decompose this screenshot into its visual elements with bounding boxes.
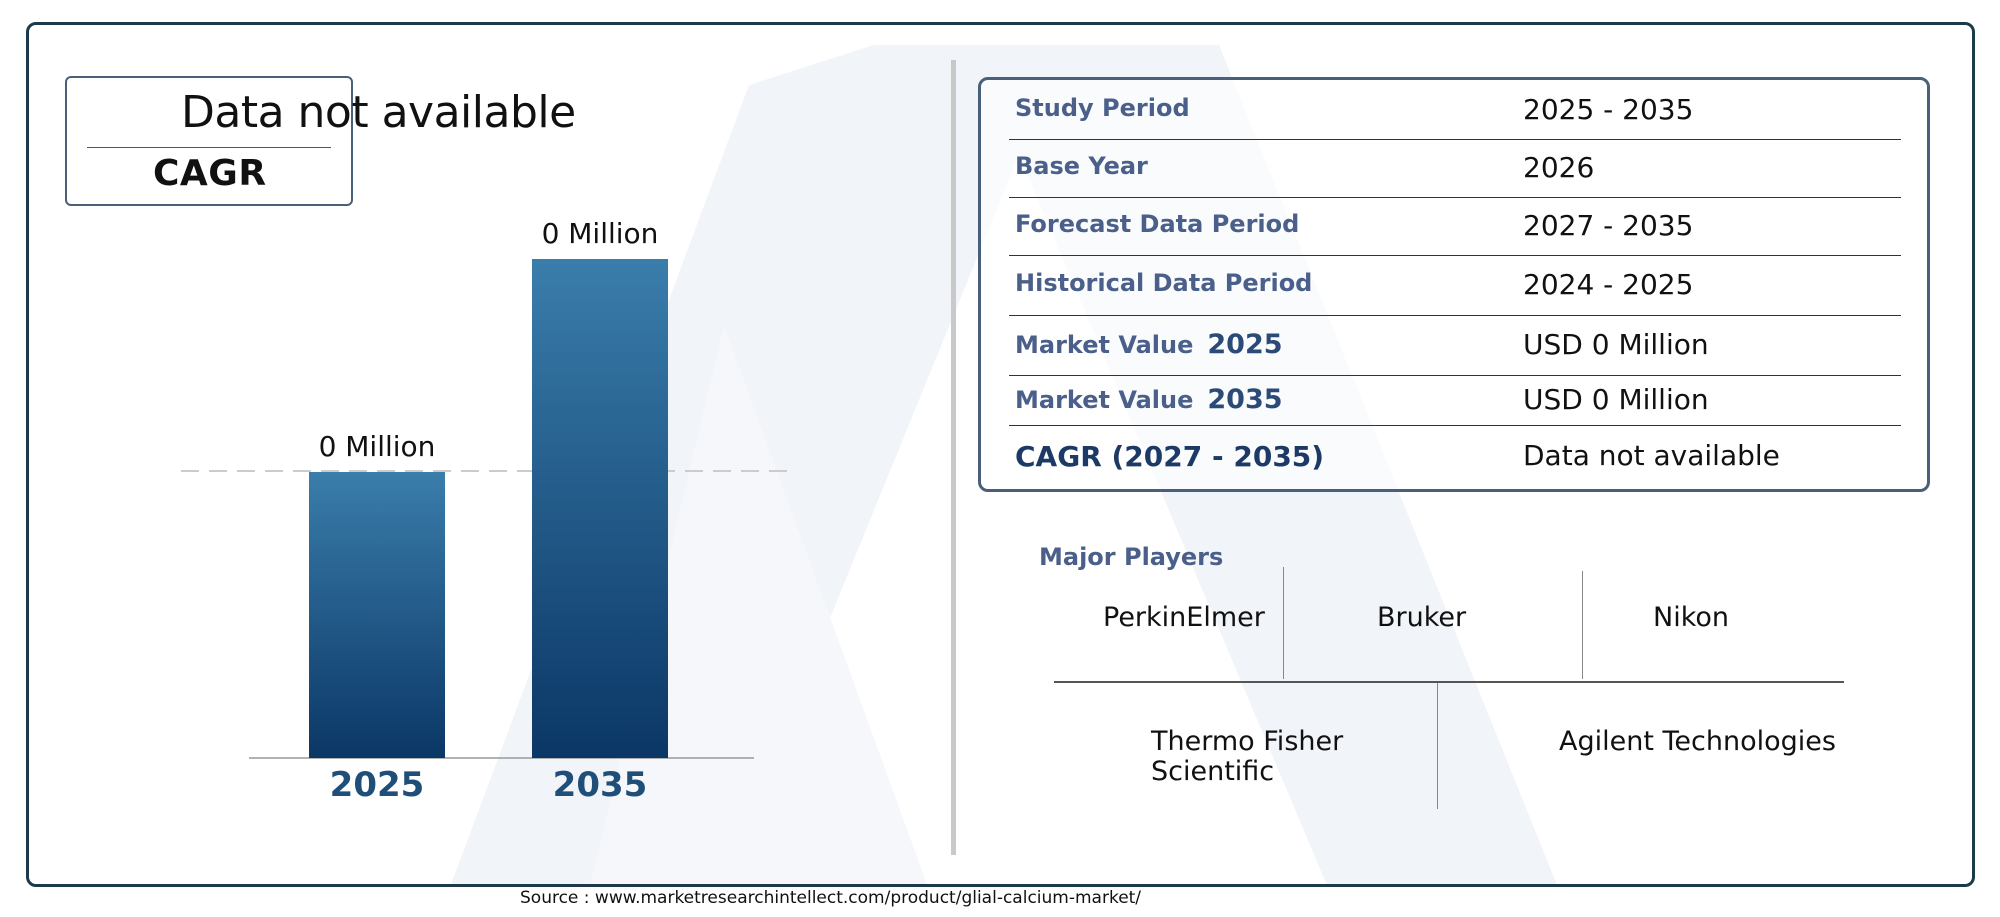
report-frame: Data not available CAGR 0 Million 2025 0 M… [26, 22, 1975, 887]
info-value: 2027 - 2035 [1523, 209, 1694, 242]
info-label: Market Value 2025 [1015, 329, 1283, 360]
info-value: USD 0 Million [1523, 328, 1709, 361]
info-label-text: CAGR (2027 - 2035) [1015, 440, 1325, 473]
bar-2035 [532, 259, 668, 758]
player-nikon: Nikon [1653, 602, 1730, 633]
info-label-text: Historical Data Period [1015, 269, 1313, 297]
info-label-text: Forecast Data Period [1015, 210, 1300, 238]
info-label-text: Base Year [1015, 152, 1148, 180]
info-label: CAGR (2027 - 2035) [1015, 440, 1324, 473]
info-value: 2026 [1523, 151, 1595, 184]
info-label-year: 2025 [1207, 329, 1283, 360]
cagr-rule [87, 147, 331, 148]
player-perkinelmer: PerkinElmer [1103, 602, 1265, 633]
info-label: Forecast Data Period [1015, 210, 1299, 238]
players-divider-2 [1582, 571, 1583, 679]
info-value: Data not available [1523, 439, 1780, 472]
major-players-title: Major Players [1039, 543, 1224, 571]
info-label: Study Period [1015, 94, 1190, 122]
players-divider-1 [1283, 567, 1284, 679]
info-label: Market Value 2035 [1015, 384, 1283, 415]
source-note: Source : www.marketresearchintellect.com… [520, 888, 1142, 908]
info-value: 2025 - 2035 [1523, 93, 1694, 126]
player-bruker: Bruker [1377, 602, 1467, 633]
info-value: USD 0 Million [1523, 383, 1709, 416]
cagr-label: CAGR [153, 153, 267, 194]
info-label: Historical Data Period [1015, 269, 1312, 297]
info-label-text: Market Value [1015, 331, 1194, 359]
info-row: Forecast Data Period 2027 - 2035 [1009, 198, 1901, 256]
cagr-box [65, 76, 353, 206]
tick-label-2025: 2025 [330, 765, 425, 805]
report-info-table: Study Period 2025 - 2035 Base Year 2026 Fore… [978, 77, 1930, 492]
tick-label-2035: 2035 [553, 765, 648, 805]
data-label-2025: 0 Million [319, 430, 436, 463]
info-label: Base Year [1015, 152, 1148, 180]
info-label-text: Study Period [1015, 94, 1190, 122]
cagr-value: Data not available [181, 87, 576, 138]
info-row: Base Year 2026 [1009, 140, 1901, 198]
players-divider-h [1054, 681, 1844, 683]
info-label-text: Market Value [1015, 386, 1194, 414]
data-label-2035: 0 Million [542, 217, 659, 250]
info-row: Historical Data Period 2024 - 2025 [1009, 256, 1901, 316]
info-row: Market Value 2035 USD 0 Million [1009, 376, 1901, 426]
panel-divider [951, 60, 956, 855]
info-label-year: 2035 [1207, 384, 1283, 415]
players-divider-3 [1437, 683, 1438, 809]
market-value-chart: 0 Million 2025 0 Million 2035 [181, 217, 794, 805]
info-row: CAGR (2027 - 2035) Data not available [1009, 426, 1901, 488]
player-agilent: Agilent Technologies [1559, 726, 1836, 757]
player-thermo-fisher: Thermo Fisher Scientific [1151, 726, 1344, 787]
info-value: 2024 - 2025 [1523, 268, 1694, 301]
info-row: Market Value 2025 USD 0 Million [1009, 316, 1901, 376]
bar-2025 [309, 472, 445, 758]
info-row: Study Period 2025 - 2035 [1009, 82, 1901, 140]
